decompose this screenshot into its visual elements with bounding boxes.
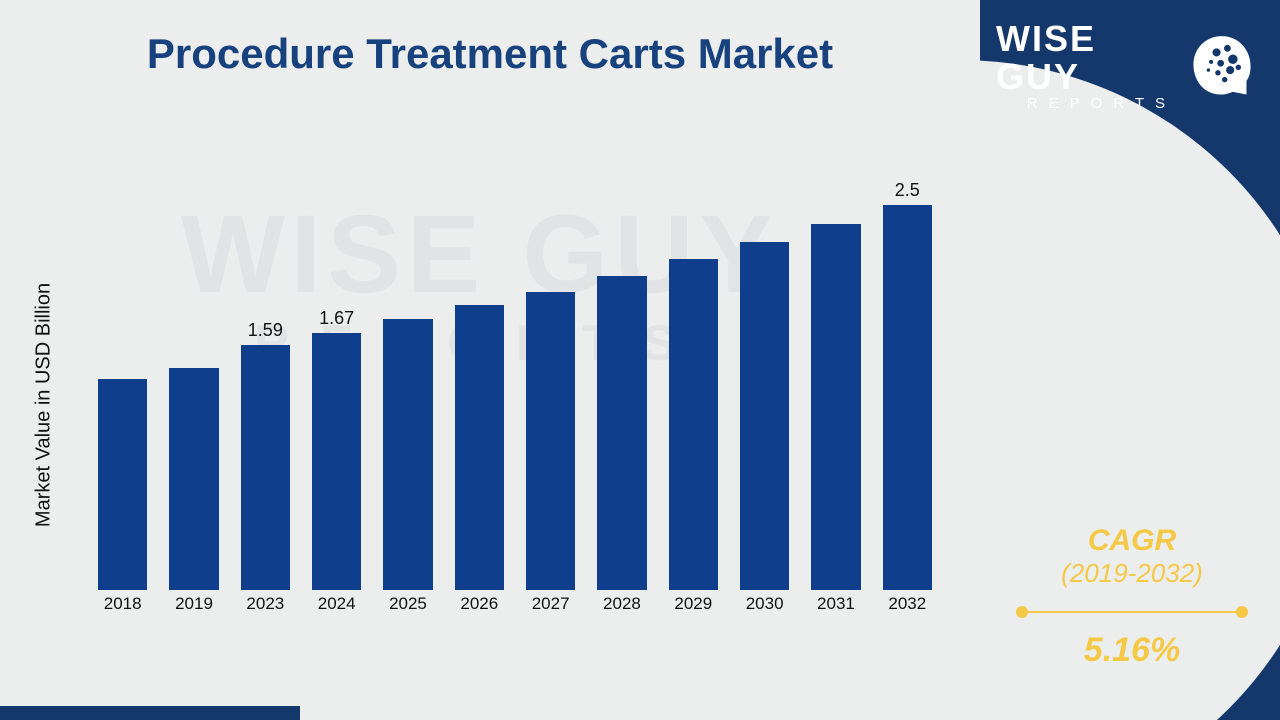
bar	[169, 368, 218, 590]
cagr-label: CAGR	[1012, 524, 1252, 558]
bar-wrap	[383, 295, 432, 590]
bar-wrap	[740, 218, 789, 590]
bar	[740, 242, 789, 590]
bar-wrap	[811, 200, 860, 590]
plot-area: 1.59 1.67 2.5	[90, 170, 940, 590]
brand-text: WISE GUY REPORTS	[996, 20, 1180, 111]
bar-wrap	[526, 268, 575, 590]
bar-wrap	[669, 235, 718, 590]
bar-wrap	[597, 252, 646, 590]
x-tick-label: 2026	[455, 594, 504, 614]
bar	[526, 292, 575, 590]
x-tick-label: 2019	[169, 594, 218, 614]
chart-title: Procedure Treatment Carts Market	[60, 30, 920, 78]
bar	[455, 305, 504, 590]
x-tick-label: 2029	[669, 594, 718, 614]
x-tick-label: 2025	[383, 594, 432, 614]
x-tick-label: 2030	[740, 594, 789, 614]
bar-wrap	[169, 344, 218, 590]
brand-head-icon	[1188, 32, 1256, 100]
brand-bottom: REPORTS	[996, 96, 1180, 112]
bar-wrap: 1.67	[312, 308, 361, 590]
x-tick-label: 2024	[312, 594, 361, 614]
bars-container: 1.59 1.67 2.5	[90, 170, 940, 590]
bar	[811, 224, 860, 590]
bar	[312, 333, 361, 590]
x-tick-label: 2027	[526, 594, 575, 614]
cagr-value: 5.16%	[1012, 631, 1252, 670]
x-tick-label: 2032	[883, 594, 932, 614]
decor-bottom-bar	[0, 706, 300, 720]
bar-wrap	[98, 355, 147, 590]
bar-chart: Market Value in USD Billion 1.591.672.5 …	[50, 170, 940, 640]
bar	[98, 379, 147, 590]
cagr-block: CAGR (2019-2032) 5.16%	[1012, 524, 1252, 670]
cagr-period: (2019-2032)	[1012, 558, 1252, 589]
figure-root: WISE GUY REPORTS Procedure Treatment Car…	[0, 0, 1280, 720]
bar-wrap	[455, 281, 504, 590]
bar	[241, 345, 290, 590]
y-axis-label: Market Value in USD Billion	[33, 283, 56, 527]
brand-logo: WISE GUY REPORTS	[996, 20, 1256, 111]
cagr-divider	[1022, 611, 1242, 613]
bar-value-label: 1.59	[248, 320, 283, 341]
x-tick-label: 2028	[597, 594, 646, 614]
x-labels: 2018 2019 2023 2024 2025 2026 2027 2028 2029 2030…	[90, 594, 940, 614]
bar-wrap: 2.5	[883, 180, 932, 590]
bar	[383, 319, 432, 590]
x-tick-label: 2031	[811, 594, 860, 614]
bar	[883, 205, 932, 590]
x-tick-label: 2023	[241, 594, 290, 614]
x-tick-label: 2018	[98, 594, 147, 614]
bar-value-label: 2.5	[895, 180, 920, 201]
brand-top: WISE GUY	[996, 20, 1180, 96]
bar-value-label: 1.67	[319, 308, 354, 329]
bar-wrap: 1.59	[241, 320, 290, 590]
bar	[597, 276, 646, 590]
bar	[669, 259, 718, 590]
